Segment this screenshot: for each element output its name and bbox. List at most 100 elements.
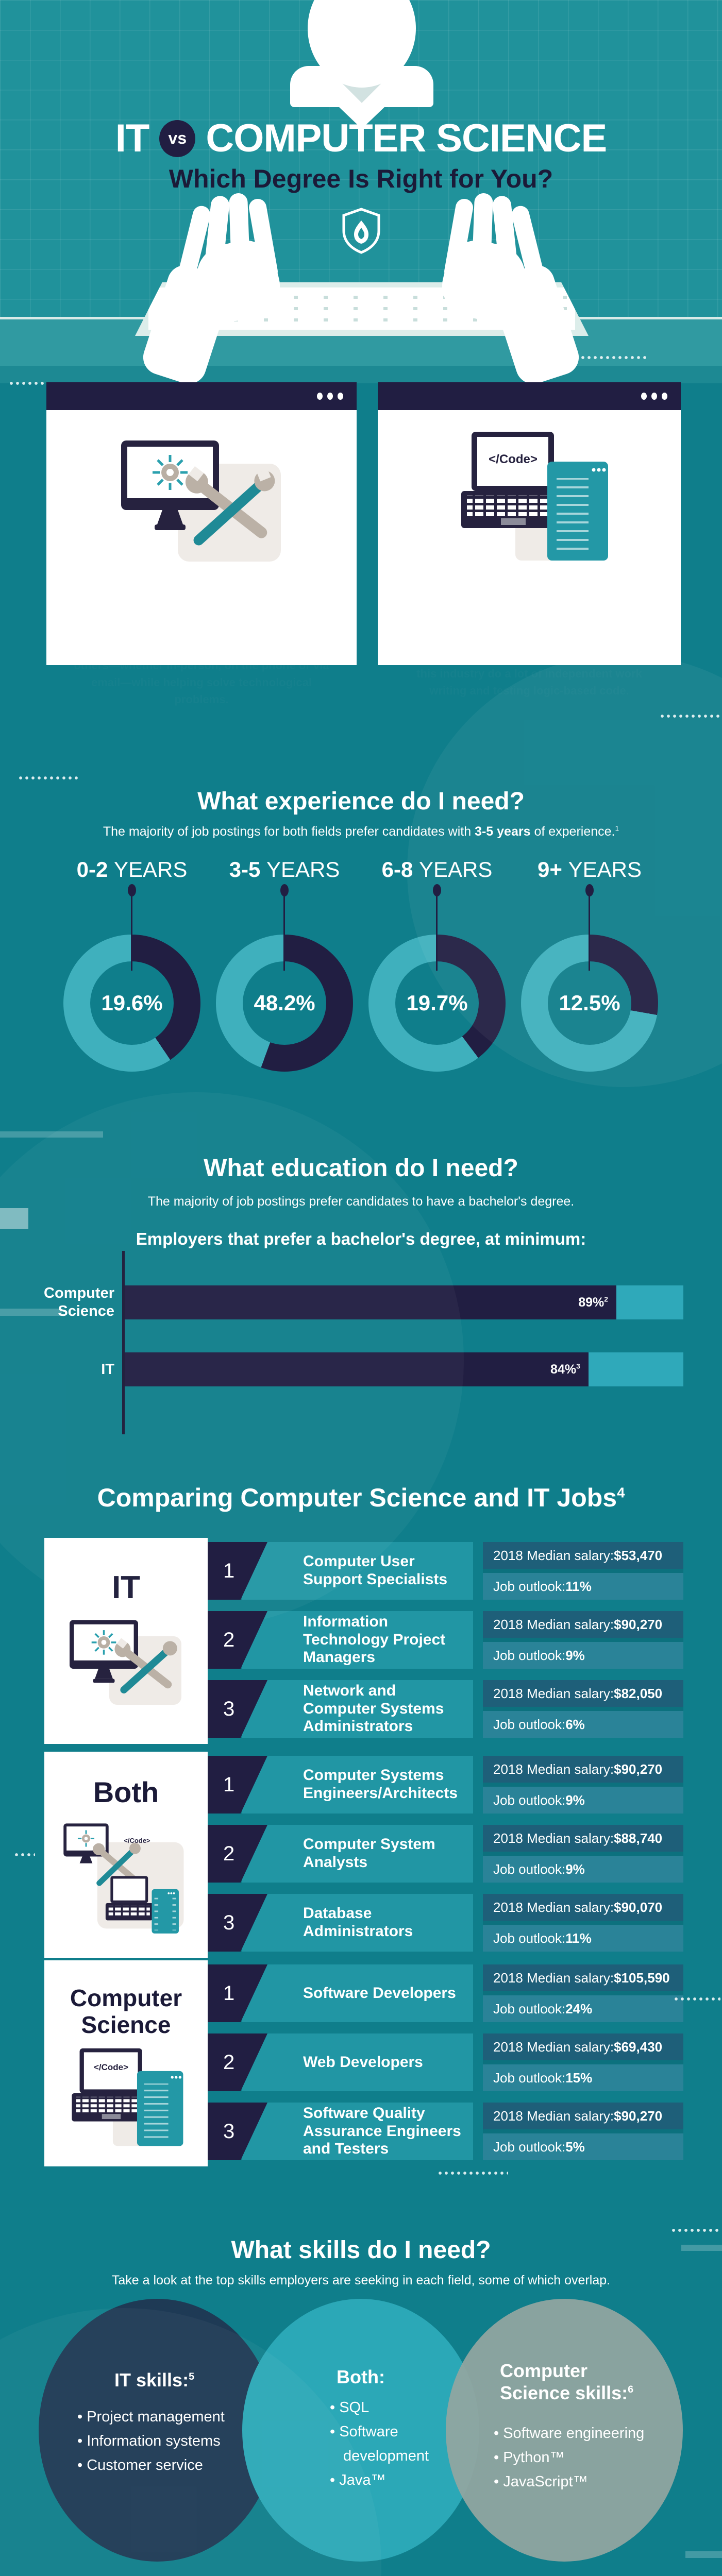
it-monitor-tools-icon (121, 440, 281, 562)
person-collar-notch (338, 106, 385, 129)
experience-donut-chart: 48.2% (216, 935, 353, 1072)
job-outlook: Job outlook: 24% (483, 1995, 683, 2022)
title-computer-science: COMPUTER SCIENCE (206, 116, 607, 160)
donut-string (589, 894, 590, 971)
job-title: Computer Systems Engineers/Architects (242, 1756, 473, 1814)
donut-value: 19.6% (101, 991, 163, 1015)
education-subtitle: The majority of job postings prefer cand… (147, 1194, 575, 1209)
job-outlook: Job outlook: 9% (483, 1856, 683, 1883)
donut-pin (128, 884, 136, 896)
jobs-group-both-card: Both (44, 1752, 208, 1958)
donut-string (436, 894, 438, 971)
jobs-heading: Comparing Computer Science and IT Jobs4 (97, 1483, 625, 1512)
title-it: IT (115, 116, 150, 160)
job-salary: 2018 Median salary: $69,430 (483, 2033, 683, 2060)
venn-items-cs: Software engineeringPython™JavaScript™ (494, 2421, 669, 2494)
venn-title-it: IT skills:5 (114, 2369, 195, 2391)
education-chart-title: Employers that prefer a bachelor's degre… (136, 1229, 586, 1248)
jobs-group-cs-card: Computer Science (44, 1960, 208, 2166)
cs-laptop-code-icon (72, 2048, 183, 2146)
donut-value: 19.7% (406, 991, 468, 1015)
window-dots-icon (317, 393, 343, 400)
donut-pin (433, 884, 441, 896)
browser-bar (378, 382, 681, 410)
donut-value: 48.2% (254, 991, 315, 1015)
experience-heading: What experience do I need? (197, 788, 525, 815)
job-title: Database Administrators (242, 1894, 473, 1952)
decor-dots (438, 2171, 508, 2175)
page-subtitle: Which Degree Is Right for You? (169, 164, 553, 193)
decor-dots (671, 2228, 720, 2232)
decor-streak (681, 2245, 722, 2251)
browser-bar (46, 382, 357, 410)
job-title: Computer System Analysts (242, 1825, 473, 1883)
decor-dots (14, 1853, 35, 1857)
decor-dots (660, 714, 720, 718)
bar-it: 84%3 (125, 1352, 683, 1386)
bar-chart-axis (122, 1251, 125, 1434)
job-outlook: Job outlook: 15% (483, 2064, 683, 2091)
job-salary: 2018 Median salary: $53,470 (483, 1542, 683, 1569)
venn-items-it: Project managementInformation systemsCus… (77, 2405, 253, 2478)
donut-string (283, 894, 285, 971)
venn-items-both: SQLSoftware developmentJava™ (330, 2396, 451, 2493)
jobs-group-name: Both (93, 1776, 159, 1808)
donut-value: 12.5% (559, 991, 620, 1015)
job-title: Computer User Support Specialists (242, 1542, 473, 1600)
job-salary: 2018 Median salary: $82,050 (483, 1680, 683, 1707)
both-it-cs-icon (63, 1823, 184, 1934)
decor-streak (0, 1208, 28, 1229)
donut-pin (585, 884, 594, 896)
jobs-group-name: Computer Science (70, 1985, 182, 2038)
bar-value: 84%3 (550, 1362, 580, 1377)
job-title: Network and Computer Systems Administrat… (242, 1680, 473, 1738)
window-dots-icon (641, 393, 667, 400)
decor-streak (685, 2551, 722, 2558)
job-outlook: Job outlook: 6% (483, 1711, 683, 1738)
decor-dots (19, 776, 79, 780)
venn-title-cs: Computer Science skills:6 (500, 2360, 634, 2404)
desk-shadow (0, 366, 722, 383)
bar-fill: 89%2 (125, 1285, 616, 1319)
job-salary: 2018 Median salary: $88,740 (483, 1825, 683, 1852)
donut-pin (280, 884, 289, 896)
job-salary: 2018 Median salary: $90,270 (483, 1756, 683, 1783)
donut-string (131, 894, 132, 971)
decor-dots (575, 355, 649, 360)
decor-dots (9, 381, 46, 385)
job-outlook: Job outlook: 11% (483, 1573, 683, 1600)
job-salary: 2018 Median salary: $90,270 (483, 2103, 683, 2129)
bar-label-it: IT (101, 1361, 114, 1378)
bar-fill: 84%3 (125, 1352, 589, 1386)
job-title: Information Technology Project Managers (242, 1611, 473, 1669)
job-outlook: Job outlook: 11% (483, 1925, 683, 1952)
rasmussen-shield-icon (342, 208, 380, 254)
job-title: Web Developers (242, 2033, 473, 2091)
bar-computer-science: 89%2 (125, 1285, 683, 1319)
job-salary: 2018 Median salary: $90,070 (483, 1894, 683, 1921)
education-heading: What education do I need? (204, 1155, 518, 1182)
decor-dots (674, 1997, 720, 2001)
job-outlook: Job outlook: 9% (483, 1642, 683, 1669)
job-title: Software Developers (242, 1964, 473, 2022)
code-label: </Code> (489, 452, 538, 466)
experience-range-label: 0-2 YEARS (76, 857, 188, 882)
job-title: Software Quality Assurance Engineers and… (242, 2103, 473, 2160)
job-outlook: Job outlook: 5% (483, 2133, 683, 2160)
job-salary: 2018 Median salary: $90,270 (483, 1611, 683, 1638)
decor-streak (0, 1309, 62, 1316)
jobs-group-name: IT (111, 1570, 141, 1605)
job-outlook: Job outlook: 9% (483, 1787, 683, 1814)
job-salary: 2018 Median salary: $105,590 (483, 1964, 683, 1991)
vs-badge: vs (159, 120, 196, 157)
code-label: </Code> (93, 2062, 129, 2072)
bar-label-computer-science: Computer Science (44, 1285, 114, 1319)
bar-remainder (588, 1352, 683, 1386)
skills-subtitle: Take a look at the top skills employers … (111, 2273, 611, 2287)
experience-subtitle: The majority of job postings for both fi… (103, 824, 619, 839)
experience-donut-chart: 19.7% (368, 935, 506, 1072)
venn-title-both: Both: (337, 2366, 385, 2387)
experience-range-label: 6-8 YEARS (381, 857, 493, 882)
cs-laptop-code-icon (461, 432, 608, 561)
